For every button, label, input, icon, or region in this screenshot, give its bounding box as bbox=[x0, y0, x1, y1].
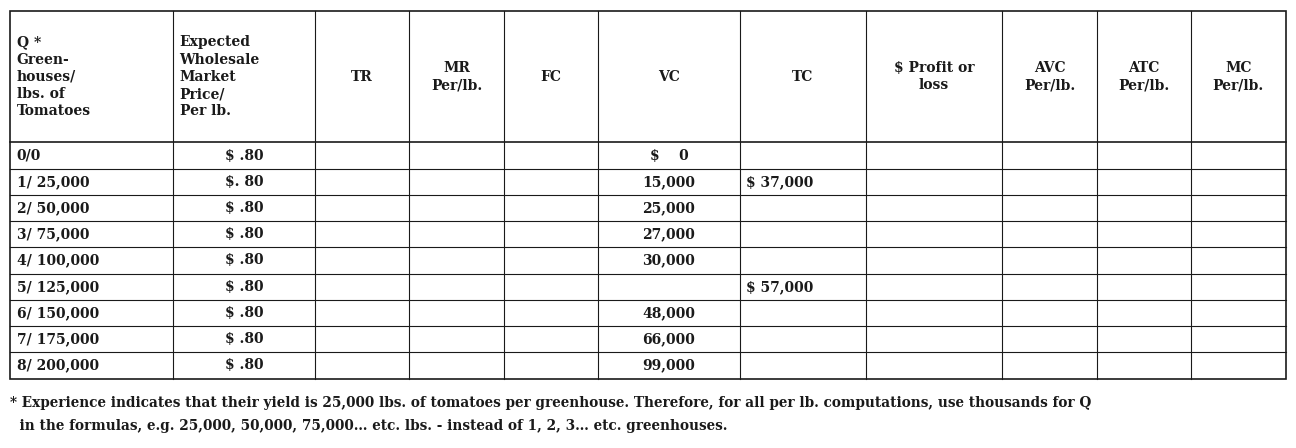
Text: $ .80: $ .80 bbox=[224, 227, 263, 241]
Text: 5/ 125,000: 5/ 125,000 bbox=[17, 280, 98, 294]
Text: $ .80: $ .80 bbox=[224, 332, 263, 346]
Text: 15,000: 15,000 bbox=[643, 175, 696, 189]
Text: $ 37,000: $ 37,000 bbox=[746, 175, 814, 189]
Text: VC: VC bbox=[658, 70, 680, 84]
Text: 66,000: 66,000 bbox=[643, 332, 696, 346]
Text: * Experience indicates that their yield is 25,000 lbs. of tomatoes per greenhous: * Experience indicates that their yield … bbox=[10, 396, 1091, 410]
Text: 1/ 25,000: 1/ 25,000 bbox=[17, 175, 89, 189]
Text: 48,000: 48,000 bbox=[643, 306, 696, 320]
Text: 25,000: 25,000 bbox=[643, 201, 696, 215]
Text: TC: TC bbox=[792, 70, 814, 84]
Text: $ .80: $ .80 bbox=[224, 201, 263, 215]
Text: 6/ 150,000: 6/ 150,000 bbox=[17, 306, 98, 320]
Text: 30,000: 30,000 bbox=[643, 254, 696, 267]
Bar bbox=[10, 11, 1286, 379]
Text: $ 57,000: $ 57,000 bbox=[746, 280, 814, 294]
Text: 0/0: 0/0 bbox=[17, 149, 41, 163]
Text: 2/ 50,000: 2/ 50,000 bbox=[17, 201, 89, 215]
Text: FC: FC bbox=[540, 70, 561, 84]
Text: MR
Per/lb.: MR Per/lb. bbox=[430, 61, 482, 92]
Text: 3/ 75,000: 3/ 75,000 bbox=[17, 227, 89, 241]
Text: Expected
Wholesale
Market
Price/
Per lb.: Expected Wholesale Market Price/ Per lb. bbox=[180, 35, 259, 118]
Text: TR: TR bbox=[351, 70, 373, 84]
Text: $ .80: $ .80 bbox=[224, 280, 263, 294]
Text: $ .80: $ .80 bbox=[224, 306, 263, 320]
Text: $    0: $ 0 bbox=[649, 149, 688, 163]
Text: AVC
Per/lb.: AVC Per/lb. bbox=[1024, 61, 1076, 92]
Text: $ .80: $ .80 bbox=[224, 254, 263, 267]
Text: Q *
Green-
houses/
lbs. of
Tomatoes: Q * Green- houses/ lbs. of Tomatoes bbox=[17, 35, 91, 118]
Text: 7/ 175,000: 7/ 175,000 bbox=[17, 332, 98, 346]
Text: $ .80: $ .80 bbox=[224, 358, 263, 372]
Text: MC
Per/lb.: MC Per/lb. bbox=[1213, 61, 1264, 92]
Text: 8/ 200,000: 8/ 200,000 bbox=[17, 358, 98, 372]
Text: 4/ 100,000: 4/ 100,000 bbox=[17, 254, 100, 267]
Text: 99,000: 99,000 bbox=[643, 358, 696, 372]
Text: in the formulas, e.g. 25,000, 50,000, 75,000… etc. lbs. - instead of 1, 2, 3… et: in the formulas, e.g. 25,000, 50,000, 75… bbox=[10, 419, 728, 434]
Text: $ Profit or
loss: $ Profit or loss bbox=[894, 61, 975, 92]
Text: $. 80: $. 80 bbox=[224, 175, 263, 189]
Text: 27,000: 27,000 bbox=[643, 227, 696, 241]
Text: ATC
Per/lb.: ATC Per/lb. bbox=[1118, 61, 1169, 92]
Text: $ .80: $ .80 bbox=[224, 149, 263, 163]
